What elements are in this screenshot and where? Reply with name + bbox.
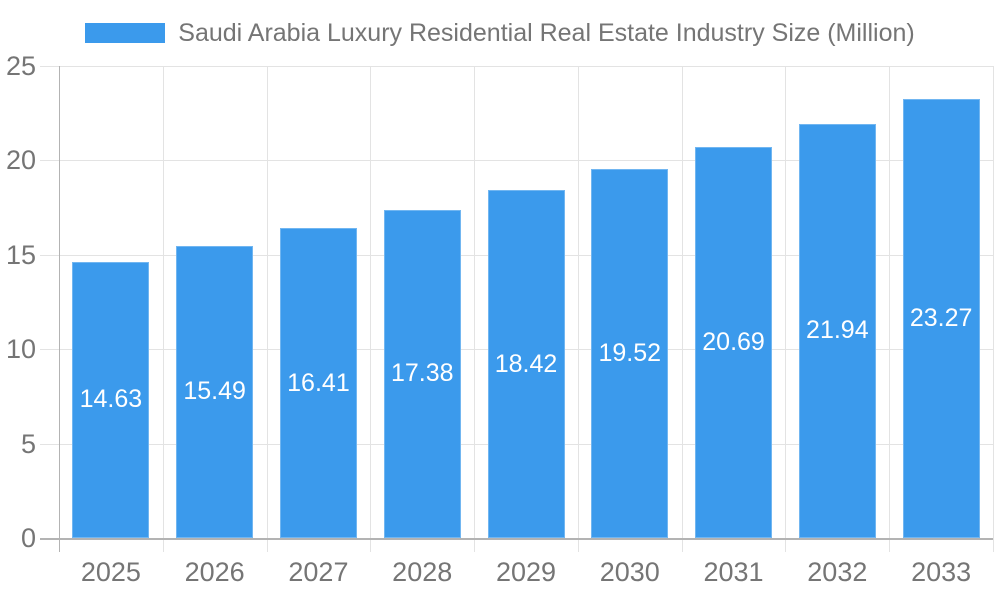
bar-value-label: 18.42 bbox=[494, 349, 558, 378]
gridline-vertical bbox=[785, 66, 787, 552]
gridline-horizontal bbox=[40, 160, 993, 162]
y-tick-label: 20 bbox=[5, 145, 36, 176]
bar[interactable]: 16.41 bbox=[279, 228, 357, 538]
x-tick-label: 2025 bbox=[80, 557, 141, 587]
bar[interactable]: 17.38 bbox=[383, 209, 461, 538]
gridline-vertical bbox=[162, 66, 164, 552]
bar-value-label: 19.52 bbox=[598, 339, 662, 368]
bar[interactable]: 19.52 bbox=[591, 169, 669, 538]
gridline-horizontal bbox=[40, 66, 993, 67]
x-tick-label: 2026 bbox=[184, 557, 245, 587]
y-tick-label: 25 bbox=[5, 51, 36, 81]
x-tick-label: 2031 bbox=[703, 557, 764, 587]
bar[interactable]: 18.42 bbox=[487, 190, 565, 538]
x-tick-label: 2028 bbox=[392, 557, 453, 587]
gridline-vertical bbox=[474, 66, 476, 552]
bar[interactable]: 14.63 bbox=[72, 261, 150, 538]
gridline-vertical bbox=[993, 66, 994, 552]
gridline-vertical bbox=[370, 66, 372, 552]
bar-value-label: 20.69 bbox=[702, 328, 765, 357]
x-axis-line bbox=[40, 538, 993, 540]
gridline-vertical bbox=[577, 66, 579, 552]
bar-value-label: 23.27 bbox=[909, 303, 973, 332]
y-axis-line bbox=[59, 66, 60, 552]
legend-series-label: Saudi Arabia Luxury Residential Real Est… bbox=[178, 18, 915, 47]
bar-value-label: 16.41 bbox=[287, 368, 350, 397]
y-tick-label: 0 bbox=[20, 523, 36, 553]
bar[interactable]: 21.94 bbox=[798, 123, 876, 538]
bar[interactable]: 20.69 bbox=[695, 147, 773, 538]
y-tick-label: 5 bbox=[20, 428, 36, 459]
x-tick-label: 2027 bbox=[288, 557, 349, 587]
bar[interactable]: 23.27 bbox=[902, 98, 980, 538]
y-tick-label: 15 bbox=[5, 239, 36, 270]
gridline-vertical bbox=[681, 66, 683, 552]
legend[interactable]: Saudi Arabia Luxury Residential Real Est… bbox=[0, 17, 1000, 49]
gridline-vertical bbox=[889, 66, 891, 552]
bar-value-label: 17.38 bbox=[390, 359, 454, 388]
x-tick-label: 2032 bbox=[807, 557, 868, 587]
x-tick-label: 2033 bbox=[911, 557, 972, 587]
bar[interactable]: 15.49 bbox=[176, 245, 254, 538]
y-tick-label: 10 bbox=[5, 334, 36, 365]
bar-value-label: 15.49 bbox=[183, 377, 246, 406]
x-tick-label: 2029 bbox=[495, 557, 557, 587]
bar-value-label: 21.94 bbox=[806, 316, 869, 345]
legend-swatch-icon bbox=[85, 23, 166, 43]
gridline-vertical bbox=[266, 66, 268, 552]
bar-value-label: 14.63 bbox=[79, 385, 143, 414]
x-tick-label: 2030 bbox=[599, 557, 660, 587]
